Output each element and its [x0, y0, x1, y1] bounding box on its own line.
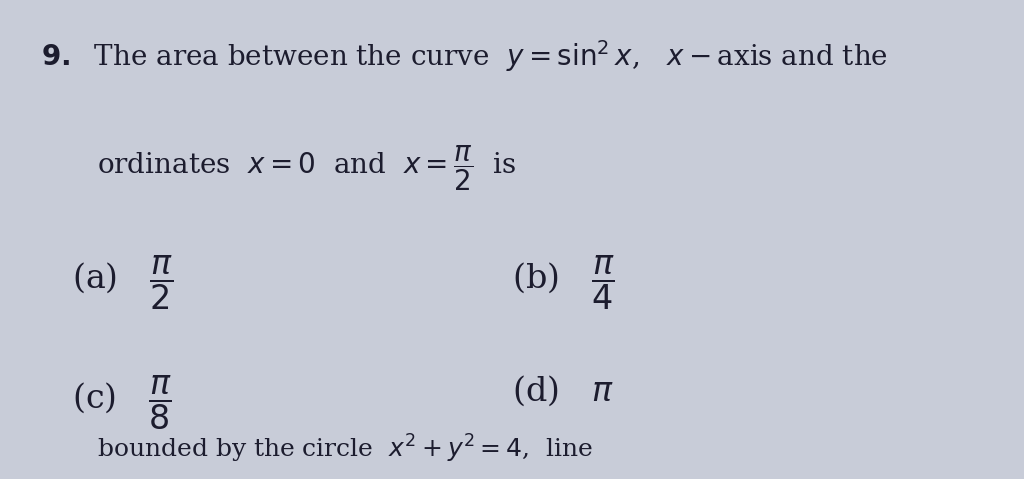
Text: (b)   $\dfrac{\pi}{4}$: (b) $\dfrac{\pi}{4}$ — [512, 254, 614, 312]
Text: ordinates  $x = 0$  and  $x = \dfrac{\pi}{2}$  is: ordinates $x = 0$ and $x = \dfrac{\pi}{2… — [97, 144, 516, 194]
Text: (c)   $\dfrac{\pi}{8}$: (c) $\dfrac{\pi}{8}$ — [72, 374, 172, 432]
Text: $\mathbf{9.}$  The area between the curve  $y = \sin^2 x$,   $x-$axis and the: $\mathbf{9.}$ The area between the curve… — [41, 38, 888, 74]
Text: (d)   $\pi$: (d) $\pi$ — [512, 374, 613, 408]
Text: (a)   $\dfrac{\pi}{2}$: (a) $\dfrac{\pi}{2}$ — [72, 254, 173, 312]
Text: bounded by the circle  $x^2 + y^2 = 4$,  line: bounded by the circle $x^2 + y^2 = 4$, l… — [97, 433, 593, 465]
